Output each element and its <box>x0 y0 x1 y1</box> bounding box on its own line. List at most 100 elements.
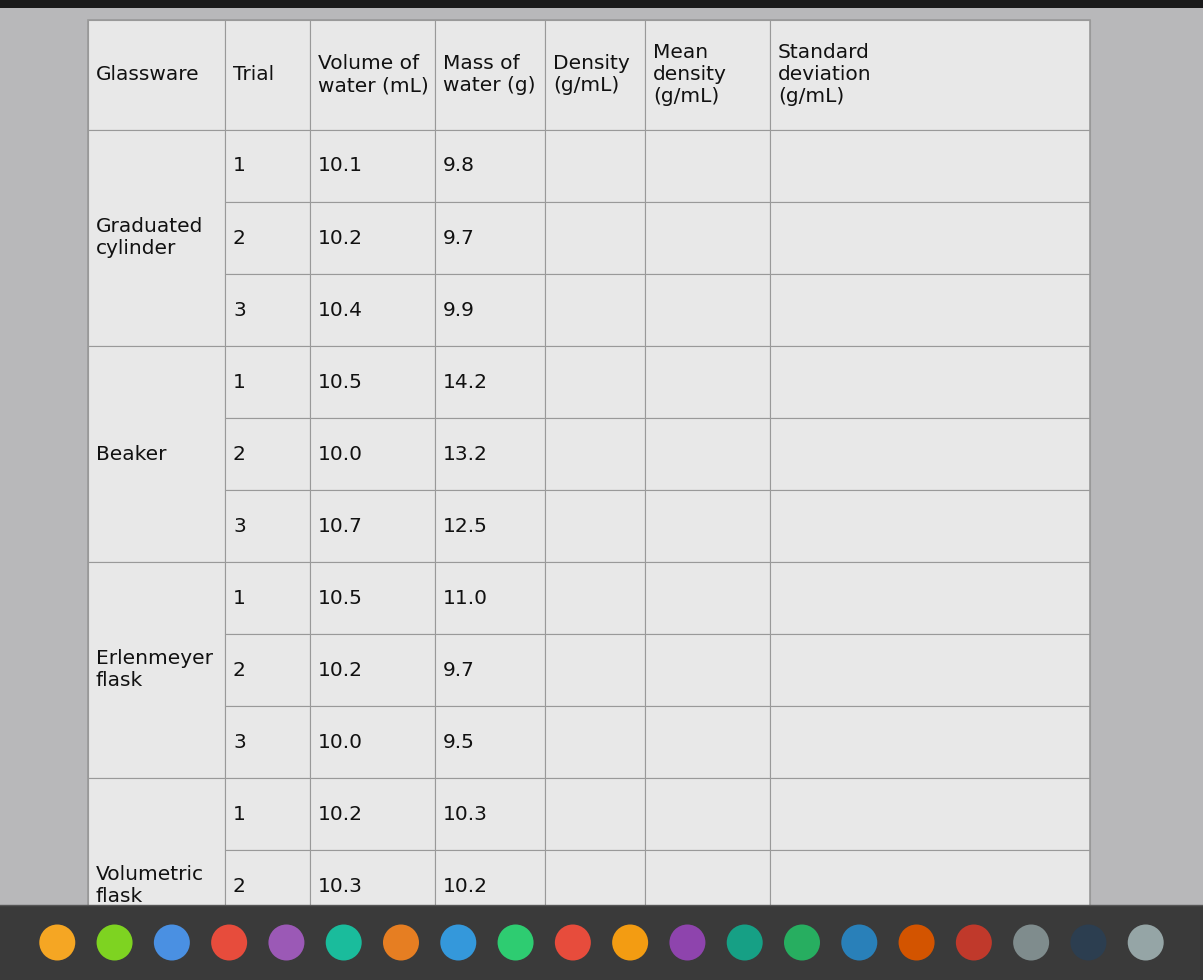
Text: 12.5: 12.5 <box>443 516 488 535</box>
Circle shape <box>96 924 132 960</box>
Bar <box>310 562 435 634</box>
Text: Graduated
cylinder: Graduated cylinder <box>96 218 203 259</box>
Bar <box>435 490 545 562</box>
Bar <box>310 490 435 562</box>
Bar <box>770 130 1090 202</box>
Bar <box>310 922 435 980</box>
Bar <box>645 562 770 634</box>
Circle shape <box>383 924 419 960</box>
Bar <box>770 778 1090 850</box>
Bar <box>88 20 1090 980</box>
Bar <box>435 922 545 980</box>
Circle shape <box>899 924 935 960</box>
Bar <box>770 346 1090 418</box>
Bar <box>645 20 770 130</box>
Bar <box>770 20 1090 130</box>
Bar <box>645 778 770 850</box>
Text: Volumetric
flask: Volumetric flask <box>96 865 205 907</box>
Bar <box>435 274 545 346</box>
Text: 3: 3 <box>233 949 245 967</box>
Bar <box>770 634 1090 706</box>
Bar <box>88 778 225 980</box>
Bar <box>310 274 435 346</box>
Text: 10.2: 10.2 <box>443 949 488 967</box>
Bar <box>310 130 435 202</box>
Bar <box>770 706 1090 778</box>
Text: Mean
density
(g/mL): Mean density (g/mL) <box>653 43 727 107</box>
Bar <box>0 0 1203 8</box>
Bar <box>310 418 435 490</box>
Circle shape <box>212 924 247 960</box>
Bar <box>88 562 225 778</box>
Bar <box>435 20 545 130</box>
Text: 10.1: 10.1 <box>318 157 363 175</box>
Bar <box>545 418 645 490</box>
Circle shape <box>326 924 362 960</box>
Bar <box>225 130 310 202</box>
Bar <box>435 634 545 706</box>
Text: Beaker: Beaker <box>96 445 166 464</box>
Bar <box>310 850 435 922</box>
Text: Glassware: Glassware <box>96 66 200 84</box>
Bar <box>645 418 770 490</box>
Circle shape <box>498 924 534 960</box>
Text: 10.0: 10.0 <box>318 445 363 464</box>
Bar <box>435 346 545 418</box>
Text: 10.2: 10.2 <box>318 228 363 248</box>
Text: Mass of
water (g): Mass of water (g) <box>443 55 535 95</box>
Bar <box>645 706 770 778</box>
Bar <box>645 346 770 418</box>
Bar <box>310 634 435 706</box>
Text: 10.5: 10.5 <box>318 372 363 391</box>
Bar <box>225 202 310 274</box>
Circle shape <box>669 924 705 960</box>
Circle shape <box>612 924 648 960</box>
Bar <box>545 274 645 346</box>
Text: 9.9: 9.9 <box>443 301 475 319</box>
Circle shape <box>841 924 877 960</box>
Circle shape <box>40 924 76 960</box>
Text: 10.4: 10.4 <box>318 301 363 319</box>
Text: 9.8: 9.8 <box>443 157 475 175</box>
Bar <box>225 634 310 706</box>
Bar <box>770 202 1090 274</box>
Bar <box>545 130 645 202</box>
Text: Standard
deviation
(g/mL): Standard deviation (g/mL) <box>778 43 872 107</box>
Bar <box>225 490 310 562</box>
Text: 10.3: 10.3 <box>318 876 363 896</box>
Bar <box>545 634 645 706</box>
Text: 10.0: 10.0 <box>318 732 363 752</box>
Bar <box>770 274 1090 346</box>
Bar <box>770 850 1090 922</box>
Text: 14.2: 14.2 <box>443 372 488 391</box>
Text: 10.5: 10.5 <box>318 589 363 608</box>
Bar <box>645 922 770 980</box>
Bar <box>310 778 435 850</box>
Text: 3: 3 <box>233 732 245 752</box>
Bar <box>225 274 310 346</box>
Bar <box>225 418 310 490</box>
Bar <box>645 274 770 346</box>
Bar <box>310 202 435 274</box>
Circle shape <box>154 924 190 960</box>
Circle shape <box>1127 924 1163 960</box>
Bar <box>545 202 645 274</box>
Bar <box>435 850 545 922</box>
Text: Density
(g/mL): Density (g/mL) <box>553 55 629 95</box>
Bar <box>645 202 770 274</box>
Circle shape <box>440 924 476 960</box>
Bar <box>88 130 225 346</box>
Text: 9.7: 9.7 <box>443 661 475 679</box>
Text: 10.2: 10.2 <box>318 661 363 679</box>
Bar <box>225 20 310 130</box>
Circle shape <box>268 924 304 960</box>
Text: Erlenmeyer
flask: Erlenmeyer flask <box>96 650 213 691</box>
Bar <box>545 850 645 922</box>
Bar <box>545 922 645 980</box>
Bar <box>435 562 545 634</box>
Circle shape <box>1013 924 1049 960</box>
Bar <box>435 202 545 274</box>
Bar <box>545 562 645 634</box>
Bar <box>310 346 435 418</box>
Bar <box>88 346 225 562</box>
